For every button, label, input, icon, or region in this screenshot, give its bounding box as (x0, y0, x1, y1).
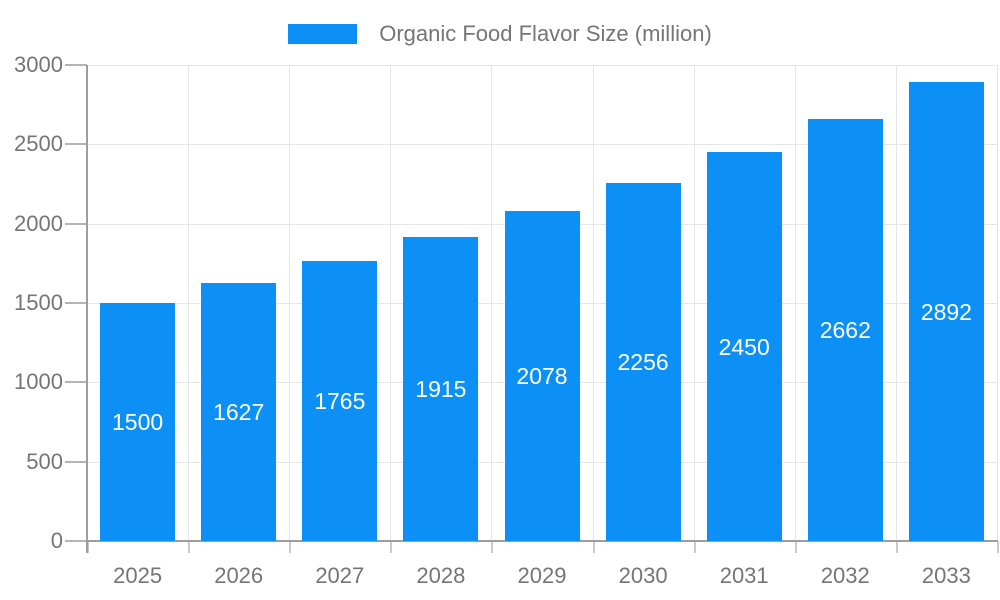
bar-value-label: 2892 (920, 298, 972, 325)
legend-label: Organic Food Flavor Size (million) (379, 21, 712, 46)
y-axis-tick (65, 460, 87, 463)
gridline-vertical (188, 65, 190, 541)
gridline-vertical (592, 65, 594, 541)
x-axis-tick (87, 541, 89, 553)
y-axis-tick (65, 540, 87, 542)
y-axis-tick-label: 1500 (14, 290, 63, 315)
x-axis-tick-label: 2031 (719, 563, 769, 588)
x-axis-tick-label: 2028 (416, 563, 466, 588)
gridline-vertical (997, 65, 998, 541)
y-axis-tick-label: 2000 (14, 210, 63, 236)
gridline-vertical (390, 65, 392, 541)
y-axis-tick (65, 302, 87, 304)
x-axis-tick (289, 541, 292, 553)
gridline-vertical (289, 65, 291, 541)
gridline-vertical (794, 65, 796, 541)
bar-2027[interactable]: 1765 (302, 261, 378, 541)
x-axis-tick-label: 2033 (921, 563, 971, 588)
x-axis-tick (592, 541, 595, 553)
x-axis-tick (693, 541, 696, 553)
y-axis-tick (65, 64, 87, 66)
x-axis-tick-label: 2029 (517, 563, 567, 588)
bar-value-label: 1500 (112, 409, 164, 435)
bar-2028[interactable]: 1915 (403, 237, 479, 541)
bar-value-label: 2256 (617, 349, 669, 375)
x-axis-tick (188, 541, 191, 553)
gridline-vertical (895, 65, 897, 541)
bar-value-label: 2662 (819, 316, 871, 343)
y-axis-tick-label: 0 (50, 528, 63, 553)
y-axis-line (86, 65, 88, 553)
gridline-horizontal (87, 65, 997, 66)
x-axis-tick-label: 2030 (618, 563, 668, 588)
bar-2029[interactable]: 2078 (504, 211, 580, 541)
x-axis-tick (390, 541, 393, 553)
bar-value-label: 2078 (516, 363, 568, 390)
gridline-horizontal (87, 144, 997, 146)
x-axis-tick-label: 2026 (214, 563, 264, 588)
y-axis-tick (65, 222, 87, 225)
bar-value-label: 1627 (213, 398, 265, 425)
y-axis-tick (65, 143, 87, 146)
bar-2030[interactable]: 2256 (605, 183, 681, 541)
y-axis-tick-label: 2500 (14, 131, 63, 157)
x-axis-tick (491, 541, 494, 553)
bar-2032[interactable]: 2662 (807, 118, 883, 541)
bar-2033[interactable]: 2892 (908, 82, 984, 541)
bar-2026[interactable]: 1627 (201, 282, 277, 541)
x-axis-tick-label: 2027 (315, 563, 365, 588)
gridline-vertical (693, 65, 695, 541)
x-axis-tick (794, 541, 797, 553)
bar-value-label: 1915 (415, 376, 467, 403)
y-axis-tick-label: 1000 (14, 369, 63, 395)
x-axis-tick (997, 541, 999, 553)
y-axis-tick-label: 500 (26, 448, 63, 474)
gridline-vertical (491, 65, 493, 541)
x-axis-tick-label: 2032 (820, 563, 870, 588)
y-axis-tick-label: 3000 (14, 52, 63, 77)
legend[interactable]: Organic Food Flavor Size (million) (0, 20, 1000, 48)
x-axis-tick-label: 2025 (113, 563, 163, 588)
legend-swatch (288, 24, 358, 44)
y-axis-tick (65, 381, 87, 384)
bar-2031[interactable]: 2450 (706, 152, 782, 541)
bar-value-label: 2450 (718, 333, 770, 360)
x-axis-line (86, 540, 998, 542)
bar-value-label: 1765 (314, 388, 366, 414)
x-axis-tick (895, 541, 898, 553)
bar-2025[interactable]: 1500 (100, 303, 176, 541)
